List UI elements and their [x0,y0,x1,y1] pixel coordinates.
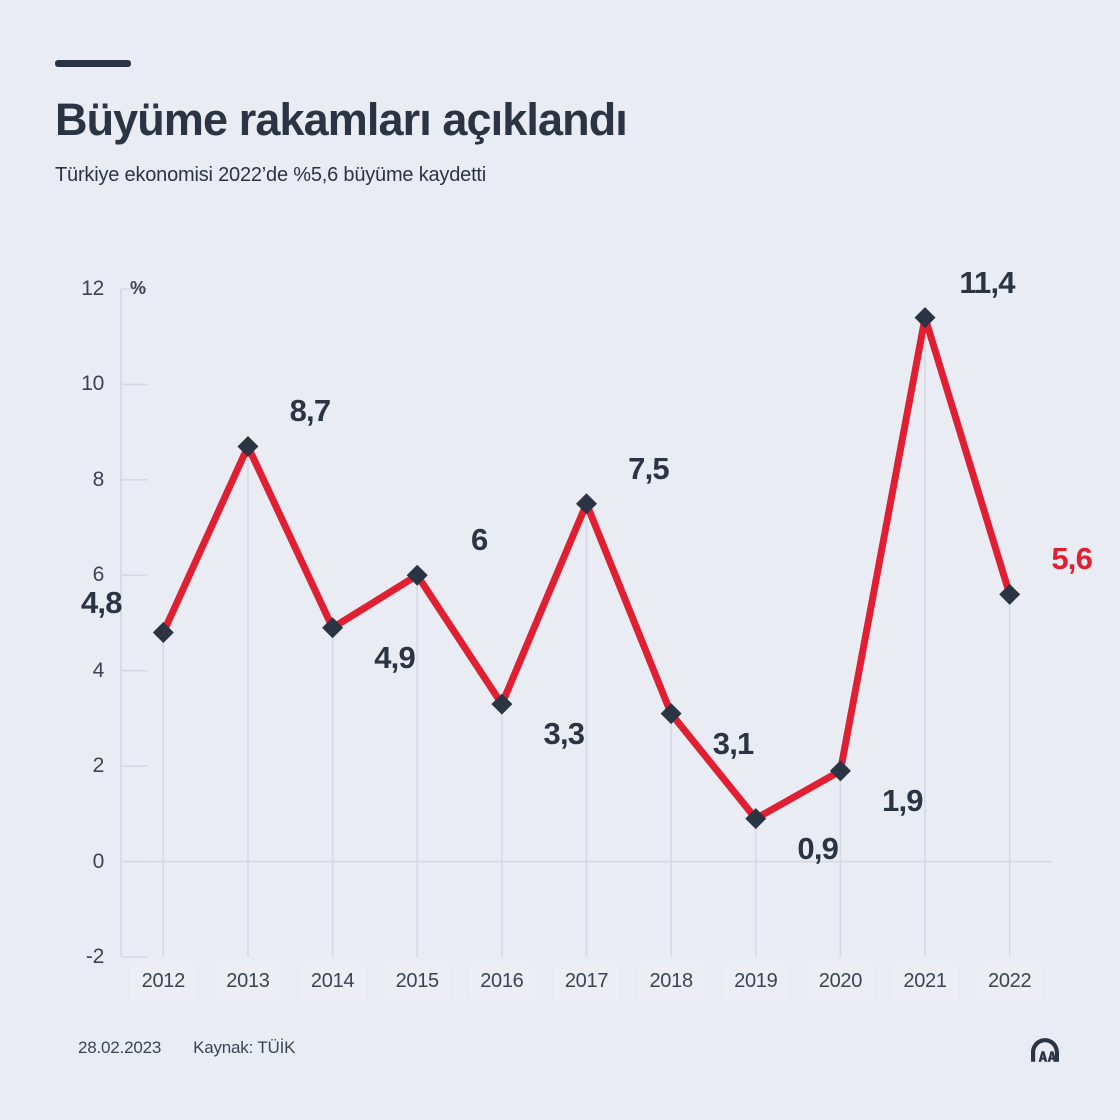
x-axis-tick-label: 2012 [130,962,196,1002]
x-axis-tick-label: 2013 [215,962,281,1002]
footer-date: 28.02.2023 [78,1038,162,1057]
data-point-label: 1,9 [882,782,923,818]
header: Büyüme rakamları açıklandı Türkiye ekono… [55,0,1065,187]
y-axis-unit-label: % [130,278,147,298]
x-axis-tick-label: 2014 [299,962,366,1002]
x-axis-tick-label: 2020 [807,962,874,1002]
data-point-label: 3,1 [712,725,754,761]
y-axis-tick-label: 0 [92,849,105,873]
data-point-label: 3,3 [543,716,585,752]
x-axis-tick-label: 2022 [977,962,1043,1002]
y-axis-tick-label: 12 [81,277,104,300]
y-axis-tick-label: -2 [85,945,104,968]
title-rule [55,60,131,67]
x-axis-tick-label: 2016 [469,962,535,1002]
footer-source: Kaynak: TÜİK [193,1038,296,1057]
data-point-label: 6 [470,522,488,558]
data-point-label: 5,6 [1051,541,1093,577]
x-axis-tick-label: 2019 [723,962,789,1002]
y-axis-tick-label: 2 [92,754,105,778]
footer: 28.02.2023 Kaynak: TÜİK [78,1038,295,1058]
page-subtitle: Türkiye ekonomisi 2022’de %5,6 büyüme ka… [55,164,487,187]
y-axis-tick-label: 6 [92,563,105,587]
series-line [159,314,1014,823]
x-axis-tick-label: 2017 [553,962,620,1002]
droplines [162,317,1011,957]
series-markers [152,307,1021,830]
gridlines [121,288,147,958]
y-axis-tick-label: 10 [81,372,104,396]
x-axis-tick-label: 2021 [892,962,958,1002]
y-axis-tick-label: 8 [92,467,105,491]
data-point-label: 7,5 [628,450,669,486]
data-point-label: 11,4 [959,264,1015,300]
aa-logo-icon [1031,1038,1059,1062]
x-axis-tick-label: 2018 [638,962,704,1002]
data-point-label: 4,8 [80,584,122,620]
y-axis-tick-label: 4 [92,658,105,682]
x-axis-tick-label: 2015 [384,962,450,1002]
data-point-label: 8,7 [289,393,331,429]
data-point-label: 0,9 [797,830,839,866]
page-title: Büyüme rakamları açıklandı [55,94,628,145]
data-point-label: 4,9 [374,639,415,675]
